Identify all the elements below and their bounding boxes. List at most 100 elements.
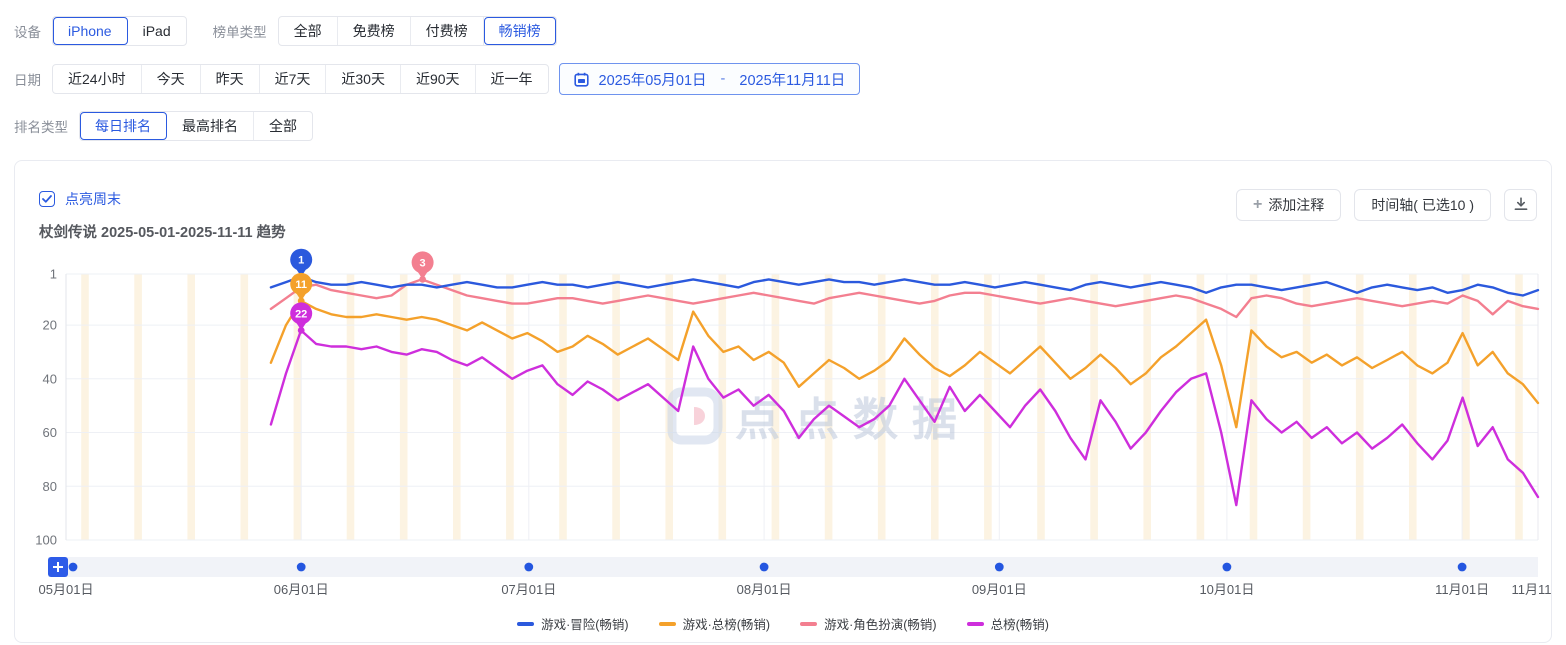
timeline-dot[interactable] [524,562,534,572]
weekend-stripe [399,274,408,540]
x-tick-label: 10月01日 [1199,582,1254,597]
download-icon [1513,196,1529,215]
x-tick-label: 08月01日 [737,582,792,597]
weekend-stripe [81,274,89,540]
weekend-stripe [1249,274,1258,540]
date-option-4[interactable]: 近30天 [326,65,401,93]
y-tick-label: 40 [43,371,57,386]
weekend-stripe [877,274,886,540]
chart-type-option-3[interactable]: 畅销榜 [483,17,556,45]
timeline-button[interactable]: 时间轴( 已选10 ) [1354,189,1491,221]
date-option-0[interactable]: 近24小时 [53,65,142,93]
best-rank-marker[interactable]: 3 [411,251,434,283]
x-tick-label: 11月01日 [1435,582,1489,597]
weekend-stripe [1355,274,1364,540]
series-line-3[interactable] [269,329,1540,507]
legend-swatch [800,621,818,626]
timeline-dot[interactable] [1457,562,1467,572]
x-tick-label: 09月01日 [972,582,1027,597]
timeline-dot[interactable] [759,562,769,572]
weekend-stripe [293,274,302,540]
weekend-stripe [931,274,939,540]
timeline-plus-button[interactable] [48,557,68,577]
svg-text:22: 22 [295,308,307,320]
timeline-button-label: 时间轴( 已选10 ) [1371,197,1474,213]
plus-icon: + [1252,196,1263,213]
legend-item-2[interactable]: 游戏·角色扮演(畅销) [800,614,937,633]
svg-text:3: 3 [420,257,426,269]
legend-label: 游戏·角色扮演(畅销) [824,618,937,632]
legend-label: 游戏·总榜(畅销) [682,618,771,632]
rank-type-label: 排名类型 [14,120,68,135]
device-group: iPhone iPad [52,16,187,46]
add-annotation-button[interactable]: + 添加注释 [1235,189,1342,221]
trend-chart-card: 点亮周末 杖剑传说 2025-05-01-2025-11-11 趋势 + 添加注… [14,160,1554,644]
chart-type-option-2[interactable]: 付费榜 [411,17,484,45]
chart-type-option-0[interactable]: 全部 [279,17,338,45]
weekend-stripe [1196,274,1205,540]
y-tick-label: 80 [43,479,57,494]
x-tick-label: 06月01日 [274,582,329,597]
weekend-stripe [134,274,142,540]
date-option-6[interactable]: 近一年 [490,71,533,87]
legend-item-1[interactable]: 游戏·总榜(畅销) [658,614,771,633]
weekend-stripe [1409,274,1417,540]
weekend-stripe [984,274,992,540]
device-label: 设备 [14,25,41,40]
date-range-button[interactable]: 2025年05月01日 - 2025年11月11日 [558,63,861,95]
weekend-stripe [506,274,514,540]
device-option-0[interactable]: iPhone [53,17,128,45]
weekend-stripe [346,274,355,540]
watermark-logo-icon [667,387,723,444]
timeline-dot[interactable] [296,562,306,572]
y-tick-label: 60 [43,425,57,440]
weekend-stripe [240,274,249,540]
calendar-icon [573,72,589,87]
date-label: 日期 [14,73,41,88]
legend-label: 总榜(畅销) [990,618,1049,632]
chart-type-option-1[interactable]: 免费榜 [338,17,411,45]
x-tick-label: 11月11日 [1512,582,1554,597]
filter-row-date: 日期 近24小时 今天 昨天 近7天 近30天 近90天 近一年 2025年05月01日 -… [14,63,861,95]
rank-type-option-0[interactable]: 每日排名 [80,112,167,140]
highlight-weekend-label: 点亮周末 [65,191,121,207]
chart-type-label: 榜单类型 [212,25,267,40]
weekend-stripe [612,274,620,540]
filter-row-device: 设备 iPhone iPad 榜单类型 全部 免费榜 付费榜 畅销榜 [14,16,557,46]
weekend-stripe [1302,274,1311,540]
timeline-dot[interactable] [1222,562,1232,572]
series-line-2[interactable] [269,278,1540,319]
series-line-0[interactable] [269,275,1540,297]
legend-item-3[interactable]: 总榜(畅销) [966,614,1049,633]
timeline-dot[interactable] [994,562,1004,572]
chart-legend: 游戏·冒险(畅销) 游戏·总榜(畅销) 游戏·角色扮演(畅销) 总榜(畅销) [15,614,1551,633]
timeline-slider[interactable] [48,557,1538,577]
legend-swatch [658,621,676,626]
weekend-stripe [1090,274,1098,540]
rank-type-option-2[interactable]: 全部 [269,118,297,134]
best-rank-marker[interactable]: 11 [290,272,313,305]
rank-type-option-1[interactable]: 最高排名 [167,112,254,140]
date-option-1[interactable]: 今天 [142,65,201,93]
legend-item-0[interactable]: 游戏·冒险(畅销) [517,614,629,633]
y-tick-label: 100 [35,533,57,548]
timeline-dot[interactable] [68,562,78,572]
date-range-separator: - [720,71,726,87]
add-annotation-label: 添加注释 [1268,197,1325,213]
weekend-stripe [1143,274,1151,540]
date-option-3[interactable]: 近7天 [260,65,327,93]
weekend-stripe [1515,274,1523,540]
device-option-1[interactable]: iPad [142,23,171,39]
best-rank-marker[interactable]: 22 [290,302,313,334]
rank-type-group: 每日排名 最高排名 全部 [79,111,313,141]
download-button[interactable] [1504,189,1537,221]
y-tick-label: 1 [50,267,57,282]
highlight-weekend-checkbox[interactable]: 点亮周末 [39,189,121,209]
date-option-2[interactable]: 昨天 [201,65,260,93]
weekend-stripe [453,274,461,540]
series-line-1[interactable] [269,299,1540,429]
y-tick-label: 20 [43,318,57,333]
date-option-5[interactable]: 近90天 [401,65,476,93]
date-group: 近24小时 今天 昨天 近7天 近30天 近90天 近一年 [52,64,549,94]
